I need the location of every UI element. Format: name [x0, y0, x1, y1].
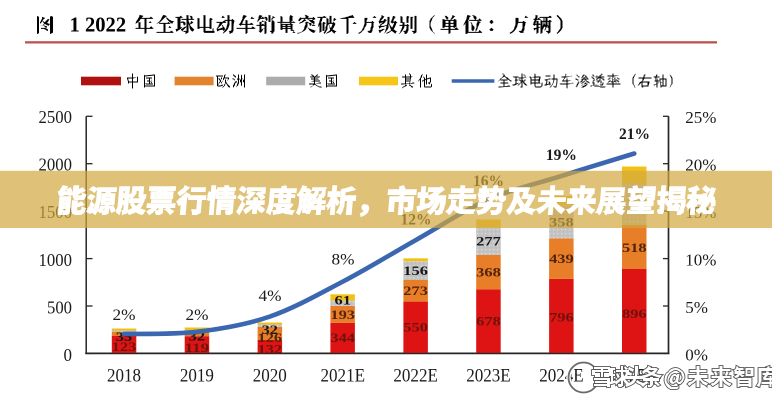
svg-text:32: 32 — [262, 322, 278, 337]
svg-text:20%: 20% — [685, 156, 716, 175]
svg-text:61: 61 — [335, 292, 351, 307]
svg-text:500: 500 — [47, 297, 72, 317]
svg-text:21%: 21% — [619, 126, 650, 143]
svg-text:518: 518 — [622, 240, 647, 255]
svg-text:5%: 5% — [685, 298, 708, 317]
svg-text:0%: 0% — [685, 346, 708, 365]
svg-text:2019: 2019 — [180, 366, 214, 387]
svg-text:132: 132 — [258, 341, 283, 356]
svg-text:2023E: 2023E — [466, 366, 511, 387]
svg-text:273: 273 — [403, 283, 428, 298]
svg-text:2022E: 2022E — [393, 366, 438, 387]
svg-text:156: 156 — [403, 263, 428, 278]
svg-text:193: 193 — [330, 307, 355, 322]
svg-text:0: 0 — [64, 345, 73, 365]
svg-text:277: 277 — [476, 233, 501, 248]
svg-text:678: 678 — [476, 313, 501, 328]
svg-text:2%: 2% — [186, 307, 209, 324]
svg-text:119: 119 — [185, 340, 210, 355]
svg-text:8%: 8% — [332, 252, 355, 269]
svg-text:2500: 2500 — [39, 107, 73, 127]
svg-text:126: 126 — [258, 330, 283, 345]
svg-text:2000: 2000 — [39, 155, 73, 175]
svg-text:344: 344 — [330, 330, 355, 345]
svg-text:10%: 10% — [685, 251, 716, 270]
svg-text:2021E: 2021E — [321, 366, 366, 387]
svg-text:2020: 2020 — [253, 366, 287, 387]
svg-text:2018: 2018 — [107, 366, 141, 387]
svg-text:4%: 4% — [259, 288, 282, 305]
svg-text:25%: 25% — [685, 108, 716, 127]
svg-text:550: 550 — [403, 319, 428, 334]
svg-text:1 2022: 1 2022 — [70, 15, 127, 37]
svg-text:368: 368 — [476, 264, 501, 279]
svg-text:896: 896 — [622, 306, 647, 321]
svg-text:2024E: 2024E — [539, 366, 584, 387]
svg-text:439: 439 — [549, 251, 574, 266]
svg-text:1000: 1000 — [39, 250, 73, 270]
svg-text:2%: 2% — [113, 307, 136, 324]
svg-text:19%: 19% — [546, 147, 577, 164]
svg-text:123: 123 — [112, 339, 137, 354]
svg-text:796: 796 — [549, 309, 574, 324]
